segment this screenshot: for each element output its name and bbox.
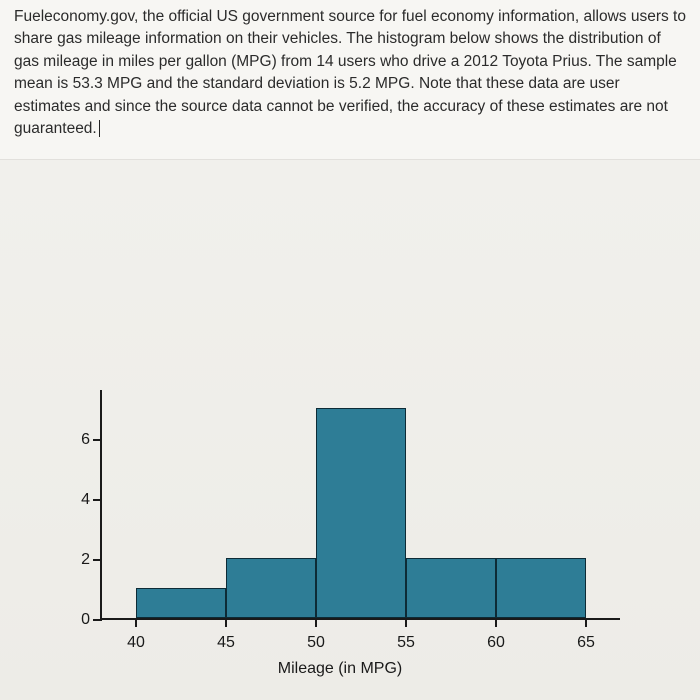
y-tick-label: 4 — [66, 491, 90, 509]
text-cursor — [99, 120, 100, 137]
x-tick-label: 50 — [307, 634, 325, 652]
y-tick-label: 6 — [66, 431, 90, 449]
histogram-bar — [226, 558, 316, 618]
question-text: Fueleconomy.gov, the official US governm… — [0, 0, 700, 159]
x-tick — [135, 618, 137, 627]
y-tick — [93, 499, 102, 501]
x-tick-label: 60 — [487, 634, 505, 652]
x-tick — [225, 618, 227, 627]
x-tick — [405, 618, 407, 627]
histogram-bar — [496, 558, 586, 618]
histogram-bar — [136, 588, 226, 618]
x-tick — [495, 618, 497, 627]
y-tick — [93, 559, 102, 561]
x-tick-label: 65 — [577, 634, 595, 652]
x-tick-label: 55 — [397, 634, 415, 652]
page-root: Fueleconomy.gov, the official US governm… — [0, 0, 700, 700]
y-tick-label: 0 — [66, 611, 90, 629]
x-tick — [315, 618, 317, 627]
y-tick — [93, 619, 102, 621]
y-axis-line — [100, 390, 102, 620]
x-axis-line — [100, 618, 620, 620]
y-tick-label: 2 — [66, 551, 90, 569]
histogram-chart: Mileage (in MPG) 0246404550556065 — [60, 360, 620, 660]
x-tick — [585, 618, 587, 627]
x-tick-label: 40 — [127, 634, 145, 652]
histogram-bar — [406, 558, 496, 618]
description-text: Fueleconomy.gov, the official US governm… — [14, 8, 686, 137]
x-axis-title: Mileage (in MPG) — [60, 660, 620, 678]
x-tick-label: 45 — [217, 634, 235, 652]
y-tick — [93, 439, 102, 441]
histogram-bar — [316, 408, 406, 618]
chart-zone: Mileage (in MPG) 0 2 4 6 40 45 50 55 60 65 — [0, 159, 700, 700]
